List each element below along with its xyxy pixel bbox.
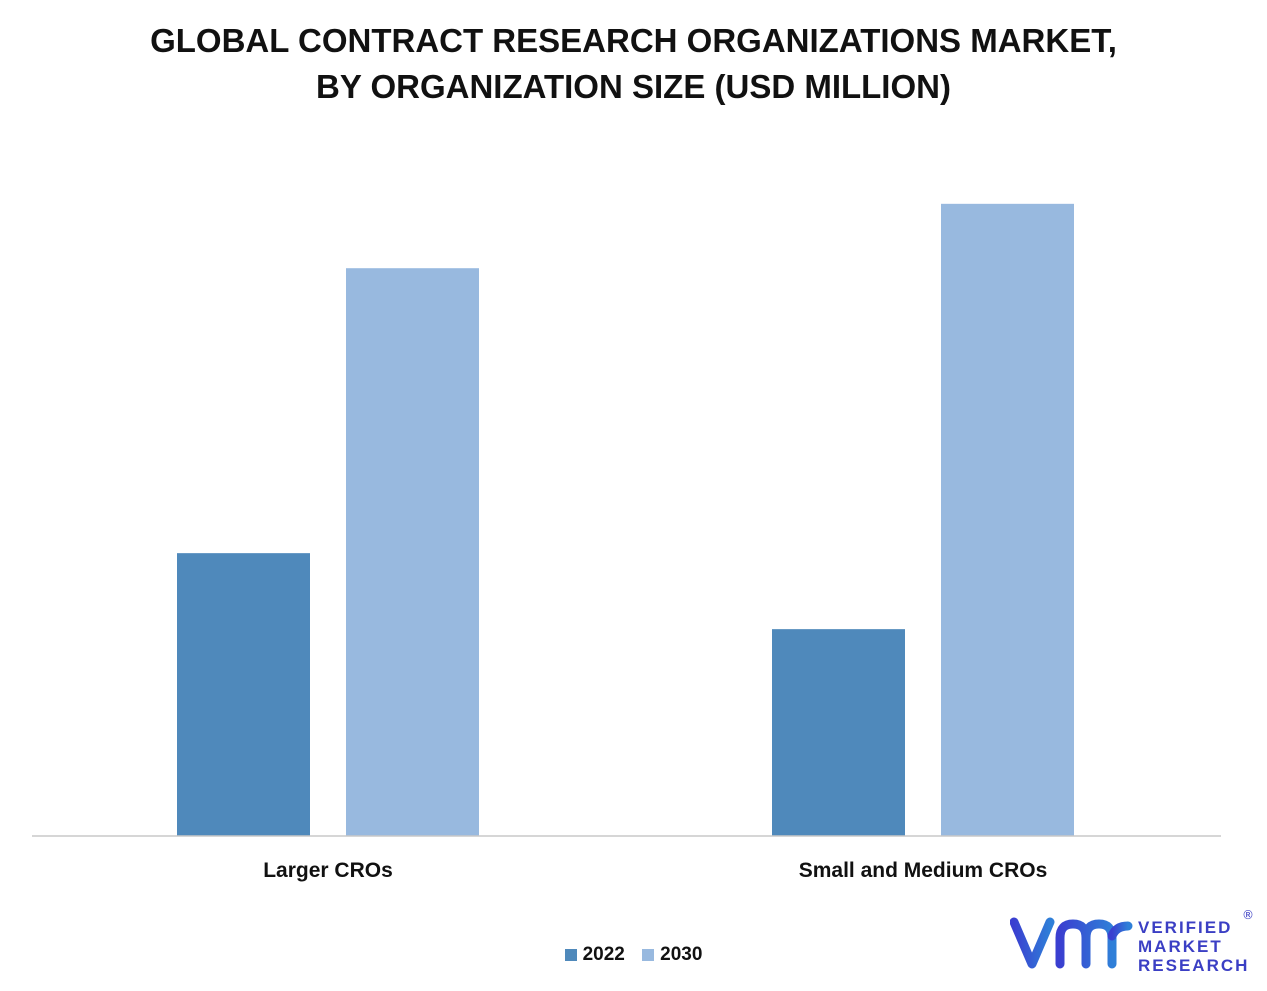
chart-title-line2: BY ORGANIZATION SIZE (USD MILLION) <box>316 68 951 105</box>
logo-text-line1: VERIFIED <box>1138 918 1233 937</box>
logo-text-line2: MARKET <box>1138 937 1223 956</box>
logo-text-line3: RESEARCH <box>1138 956 1250 975</box>
legend-item-2022: 2022 <box>564 944 625 966</box>
legend-label-2022: 2022 <box>582 944 625 965</box>
registered-mark: ® <box>1242 908 1254 922</box>
bar-larger-cros-2022 <box>177 553 310 836</box>
bar-small-and-medium-cros-2030 <box>941 203 1074 837</box>
legend-swatch-2030 <box>642 949 655 961</box>
bar-small-and-medium-cros-2022 <box>772 629 905 836</box>
chart-title: GLOBAL CONTRACT RESEARCH ORGANIZATIONS M… <box>0 18 1267 110</box>
category-label-larger-cros: Larger CROs <box>263 859 393 882</box>
vmr-logo-mark-icon <box>1009 917 1133 969</box>
bar-larger-cros-2030 <box>346 268 479 836</box>
legend: 2022 2030 <box>0 944 1267 967</box>
chart-title-line1: GLOBAL CONTRACT RESEARCH ORGANIZATIONS M… <box>150 22 1117 59</box>
legend-label-2030: 2030 <box>660 944 703 965</box>
logo-text: VERIFIED MARKET RESEARCH <box>1138 918 1249 975</box>
category-label-small-and-medium-cros: Small and Medium CROs <box>799 859 1048 882</box>
legend-swatch-2022 <box>564 949 577 961</box>
category-labels: Larger CROs Small and Medium CROs <box>263 859 1047 882</box>
legend-item-2030: 2030 <box>642 944 702 966</box>
verified-market-research-logo: VERIFIED MARKET RESEARCH ® <box>1009 908 1260 978</box>
bars-group <box>177 203 1074 837</box>
